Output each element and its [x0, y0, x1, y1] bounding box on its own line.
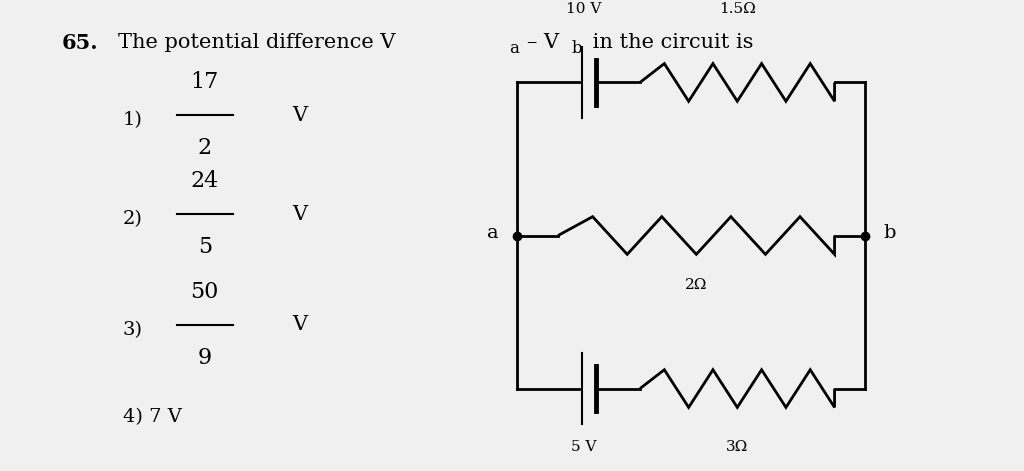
Text: 2: 2 [198, 138, 212, 159]
Text: The potential difference V: The potential difference V [118, 33, 395, 52]
Text: a: a [487, 224, 499, 242]
Text: 5: 5 [198, 236, 212, 258]
Text: 1.5Ω: 1.5Ω [719, 2, 756, 16]
Text: 17: 17 [190, 72, 219, 93]
Text: 50: 50 [190, 281, 219, 303]
Text: b: b [571, 40, 582, 57]
Text: 65.: 65. [61, 33, 98, 53]
Text: V: V [292, 205, 307, 224]
Text: 2): 2) [123, 210, 142, 228]
Text: 4) 7 V: 4) 7 V [123, 408, 181, 426]
Text: 3Ω: 3Ω [726, 440, 749, 455]
Text: 5 V: 5 V [571, 440, 596, 455]
Text: a: a [509, 40, 519, 57]
Text: 2Ω: 2Ω [685, 278, 708, 292]
Text: 24: 24 [190, 171, 219, 192]
Text: V: V [292, 106, 307, 125]
Text: 10 V: 10 V [566, 2, 601, 16]
Text: V: V [292, 316, 307, 334]
Text: in the circuit is: in the circuit is [586, 33, 754, 52]
Text: – V: – V [527, 33, 559, 52]
Text: 3): 3) [123, 321, 143, 339]
Text: 9: 9 [198, 347, 212, 369]
Text: 1): 1) [123, 111, 142, 129]
Text: b: b [884, 224, 896, 242]
